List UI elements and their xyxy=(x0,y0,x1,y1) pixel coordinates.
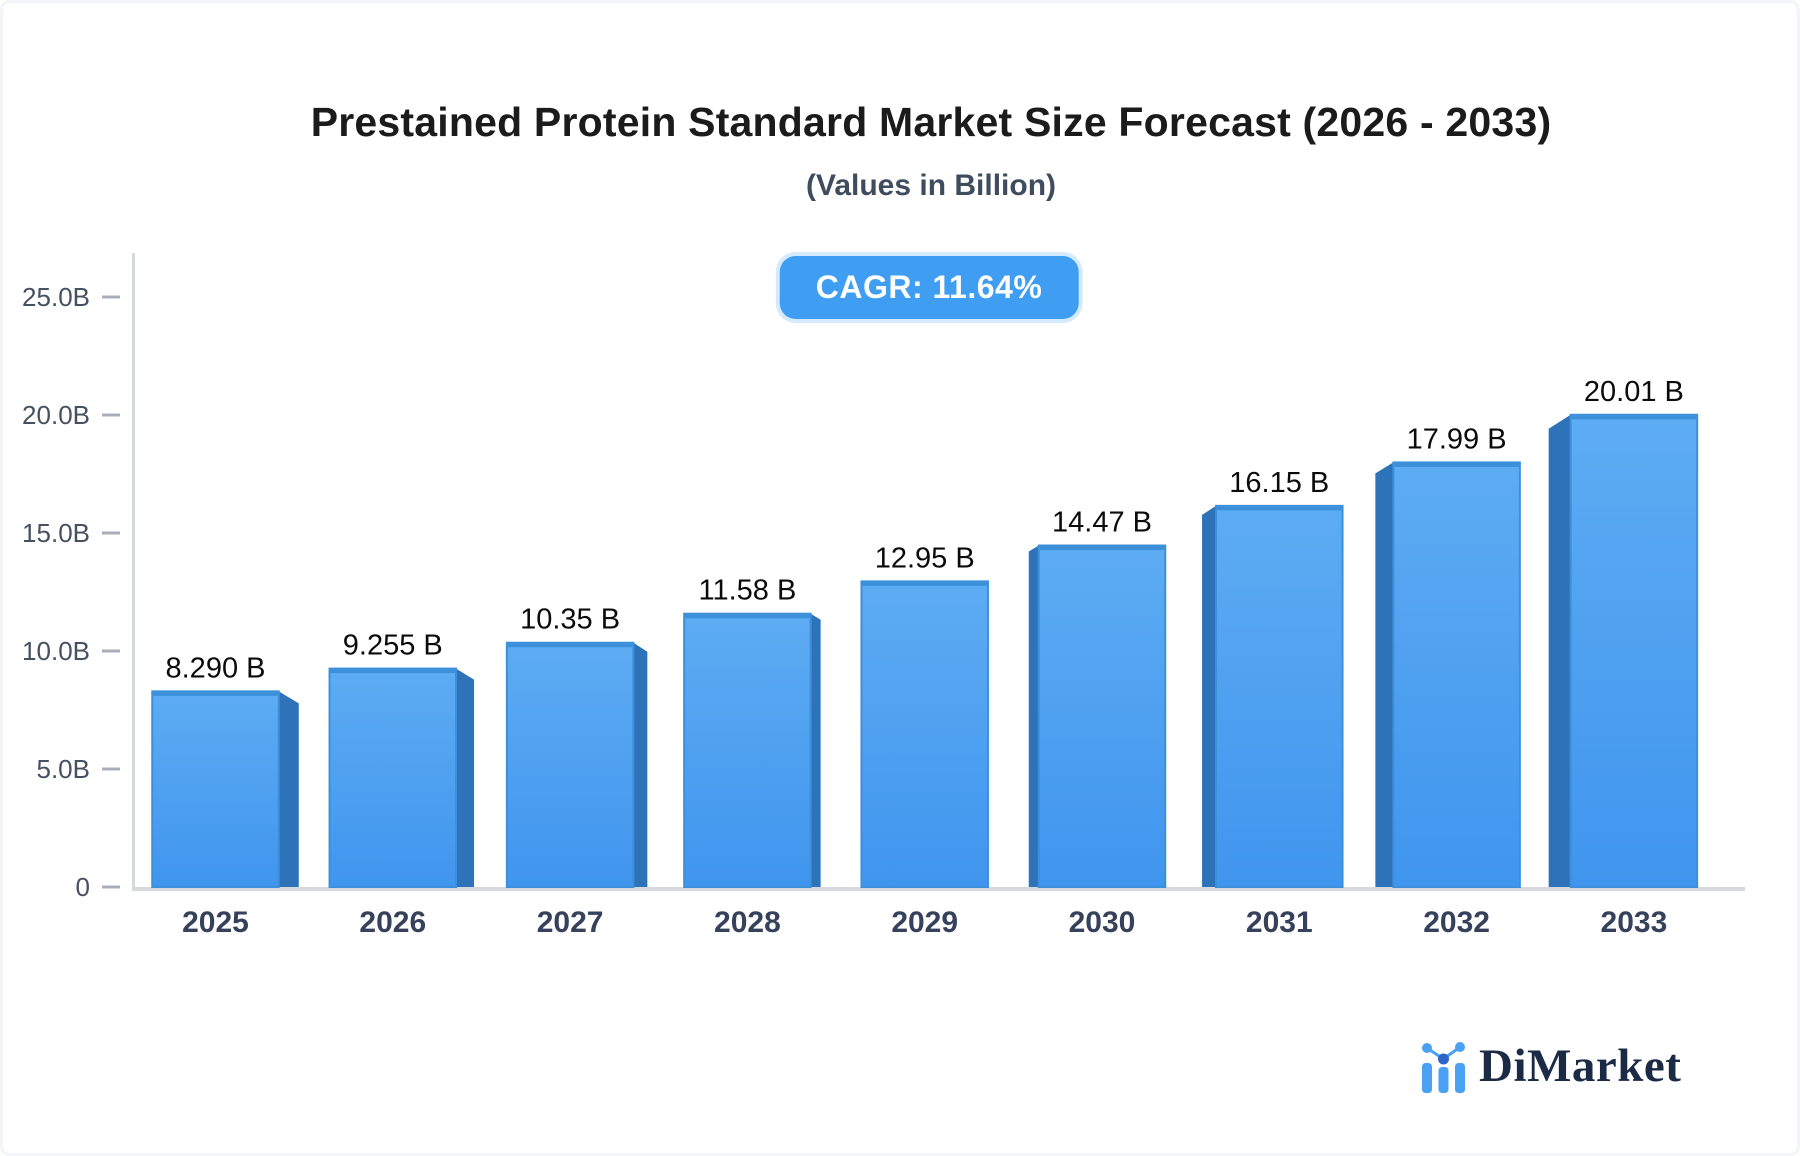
bar-top-edge-2027 xyxy=(507,643,633,648)
y-tick xyxy=(102,649,120,653)
bar-top-edge-2031 xyxy=(1217,506,1342,511)
bar-chart: 0 5.0B 10.0B 15.0B 20.0B 25.0B 8.290 B 2025 9.25… xyxy=(22,253,1745,939)
bar-value-label-2030: 14.47 B xyxy=(1052,507,1152,539)
bar-side-2027 xyxy=(633,642,648,887)
y-tick xyxy=(102,295,120,299)
bar-top-edge-2025 xyxy=(153,692,278,696)
x-axis-label-2028: 2028 xyxy=(714,906,781,939)
bar-value-label-2025: 8.290 B xyxy=(166,652,266,684)
bar-top-edge-2032 xyxy=(1394,463,1519,467)
bar-value-label-2032: 17.99 B xyxy=(1407,423,1507,455)
chart-subtitle: (Values in Billion) xyxy=(805,169,1057,202)
bar-top-edge-2028 xyxy=(685,614,810,619)
bar-top-edge-2029 xyxy=(862,582,987,586)
x-axis-label-2032: 2032 xyxy=(1423,906,1490,939)
bar-top-edge-2026 xyxy=(330,669,456,674)
y-tick-label: 15.0B xyxy=(22,518,90,548)
x-axis-label-2027: 2027 xyxy=(537,906,604,939)
bar-2026 xyxy=(328,667,458,888)
bar-value-label-2029: 12.95 B xyxy=(875,542,975,574)
bar-value-label-2031: 16.15 B xyxy=(1229,467,1329,499)
bar-side-2031 xyxy=(1202,505,1217,887)
bar-side-2026 xyxy=(456,668,475,887)
bar-2032 xyxy=(1392,461,1521,888)
x-axis-label-2030: 2030 xyxy=(1069,906,1136,939)
bar-2030 xyxy=(1037,544,1167,888)
brand-logo: DiMarket xyxy=(1421,1037,1681,1095)
x-axis-label-2025: 2025 xyxy=(182,906,249,939)
bar-top-edge-2030 xyxy=(1039,546,1165,551)
bar-2028 xyxy=(683,612,812,888)
y-tick xyxy=(102,531,120,535)
bar-2029 xyxy=(860,580,989,888)
bar-2027 xyxy=(505,641,635,888)
y-tick-label: 20.0B xyxy=(22,400,90,430)
y-tick-label: 25.0B xyxy=(22,282,90,312)
bar-value-label-2026: 9.255 B xyxy=(343,630,443,662)
bar-value-label-2033: 20.01 B xyxy=(1584,376,1684,408)
x-axis-label-2026: 2026 xyxy=(359,906,426,939)
y-tick-label: 10.0B xyxy=(22,636,90,666)
x-axis-label-2031: 2031 xyxy=(1246,906,1313,939)
bar-2033 xyxy=(1569,413,1699,888)
y-tick-label: 0 xyxy=(76,872,90,902)
brand-name: DiMarket xyxy=(1479,1039,1682,1092)
bar-value-label-2028: 11.58 B xyxy=(698,575,796,607)
bar-side-2033 xyxy=(1548,414,1571,887)
brand-logo-icon xyxy=(1422,1042,1465,1093)
y-axis-line xyxy=(132,253,135,889)
y-tick xyxy=(102,885,120,889)
bar-side-2030 xyxy=(1028,545,1039,887)
bar-side-2032 xyxy=(1375,462,1394,887)
y-tick xyxy=(102,767,120,771)
y-tick-label: 5.0B xyxy=(37,754,91,784)
bar-side-2028 xyxy=(810,613,821,887)
x-axis-label-2033: 2033 xyxy=(1601,906,1668,939)
cagr-badge: CAGR: 11.64% xyxy=(779,256,1079,319)
bar-side-2025 xyxy=(278,691,299,887)
bar-2031 xyxy=(1215,504,1344,888)
x-axis-label-2029: 2029 xyxy=(891,906,958,939)
bar-top-edge-2033 xyxy=(1571,415,1697,420)
bar-2025 xyxy=(151,690,280,889)
chart-title: Prestained Protein Standard Market Size … xyxy=(310,99,1552,145)
y-tick xyxy=(102,413,120,417)
x-axis-line xyxy=(132,887,1745,891)
bar-value-label-2027: 10.35 B xyxy=(520,604,620,636)
